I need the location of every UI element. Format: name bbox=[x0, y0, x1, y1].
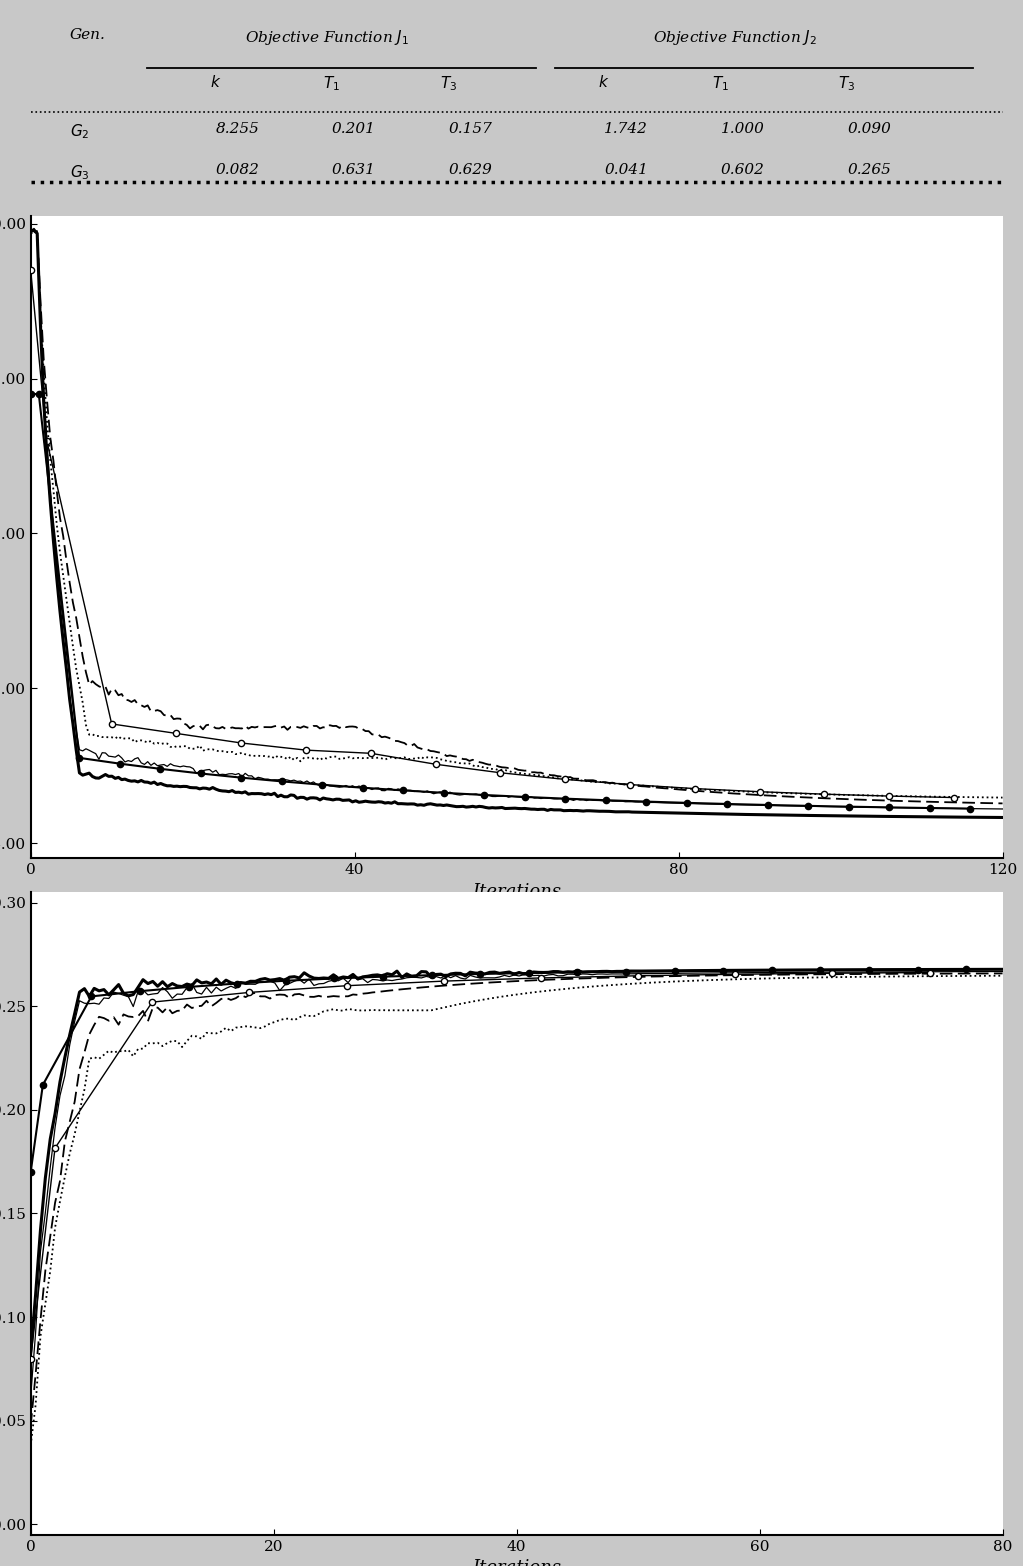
Text: 0.157: 0.157 bbox=[448, 122, 492, 136]
Text: $T_1$: $T_1$ bbox=[323, 74, 341, 92]
Text: $G_2$: $G_2$ bbox=[70, 122, 89, 141]
Text: 0.265: 0.265 bbox=[847, 163, 891, 177]
Text: Gen.: Gen. bbox=[70, 28, 105, 42]
Text: $T_3$: $T_3$ bbox=[839, 74, 855, 92]
Text: 0.629: 0.629 bbox=[448, 163, 492, 177]
Text: Objective Function $J_1$: Objective Function $J_1$ bbox=[246, 28, 409, 47]
Text: 0.090: 0.090 bbox=[847, 122, 891, 136]
X-axis label: Iterations: Iterations bbox=[472, 1560, 562, 1566]
Text: Objective Function $J_2$: Objective Function $J_2$ bbox=[654, 28, 817, 47]
Text: 0.602: 0.602 bbox=[720, 163, 764, 177]
Text: $T_3$: $T_3$ bbox=[440, 74, 457, 92]
Text: $T_1$: $T_1$ bbox=[712, 74, 729, 92]
Text: 1.000: 1.000 bbox=[720, 122, 764, 136]
X-axis label: Iterations: Iterations bbox=[472, 883, 562, 900]
Text: $G_3$: $G_3$ bbox=[70, 163, 89, 182]
Text: 1.742: 1.742 bbox=[604, 122, 648, 136]
Text: 0.082: 0.082 bbox=[215, 163, 259, 177]
Text: $k$: $k$ bbox=[210, 74, 221, 91]
Text: 0.041: 0.041 bbox=[604, 163, 648, 177]
Text: 8.255: 8.255 bbox=[215, 122, 259, 136]
Text: 0.201: 0.201 bbox=[331, 122, 375, 136]
Text: $k$: $k$ bbox=[598, 74, 610, 91]
Text: 0.631: 0.631 bbox=[331, 163, 375, 177]
